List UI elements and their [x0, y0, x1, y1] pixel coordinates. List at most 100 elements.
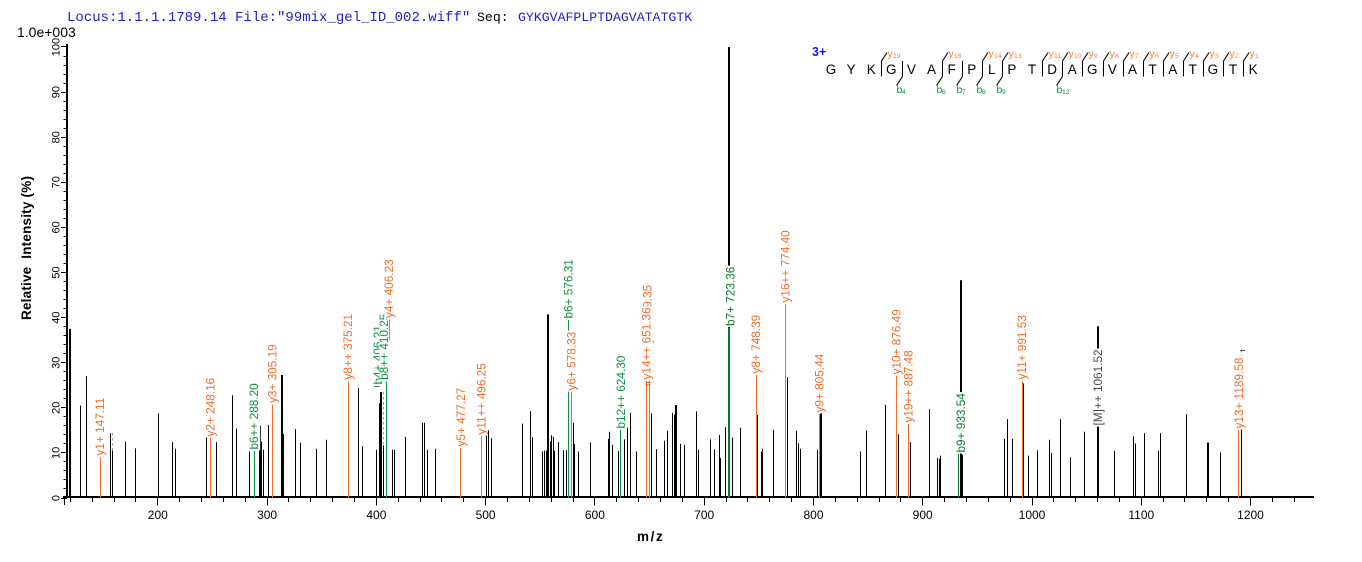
svg-text:6: 6 — [942, 89, 946, 96]
svg-text:100: 100 — [51, 38, 63, 56]
svg-text:[M]++ 1061.52: [M]++ 1061.52 — [1091, 349, 1105, 425]
svg-text:V: V — [907, 62, 916, 77]
svg-text:b: b — [957, 84, 963, 96]
svg-text:y: y — [1250, 48, 1256, 60]
svg-text:900: 900 — [913, 508, 933, 522]
svg-text:16: 16 — [954, 53, 962, 60]
svg-text:b7+ 723.36: b7+ 723.36 — [724, 266, 738, 326]
svg-text:1200: 1200 — [1237, 508, 1264, 522]
svg-text:y19++ 887.48: y19++ 887.48 — [901, 350, 915, 423]
svg-text:y6+ 578.33: y6+ 578.33 — [564, 331, 578, 390]
svg-text:9: 9 — [1002, 89, 1006, 96]
svg-text:7: 7 — [1135, 53, 1139, 60]
svg-text:14: 14 — [994, 53, 1002, 60]
svg-text:b: b — [1057, 84, 1063, 96]
svg-text:b: b — [997, 84, 1003, 96]
svg-text:19: 19 — [893, 53, 901, 60]
svg-text:10: 10 — [51, 447, 63, 459]
svg-text:y: y — [989, 48, 995, 60]
svg-text:G: G — [886, 62, 897, 77]
svg-text:y3+ 305.19: y3+ 305.19 — [266, 344, 280, 403]
svg-text:y10+ 876.49: y10+ 876.49 — [889, 309, 903, 374]
svg-text:A: A — [1128, 62, 1137, 77]
svg-text:y: y — [1130, 48, 1136, 60]
svg-text:D: D — [1047, 62, 1057, 77]
svg-text:y5+ 477.27: y5+ 477.27 — [454, 388, 468, 447]
svg-text:3+: 3+ — [812, 45, 826, 59]
svg-text:y: y — [1049, 48, 1055, 60]
svg-text:T: T — [1189, 62, 1197, 77]
svg-text:y: y — [949, 48, 955, 60]
svg-text:b12++ 624.30: b12++ 624.30 — [614, 355, 628, 428]
svg-text:Relative Intensity (%): Relative Intensity (%) — [19, 176, 34, 320]
svg-text:500: 500 — [476, 508, 496, 522]
svg-text:80: 80 — [51, 131, 63, 143]
svg-text:y8+ 748.39: y8+ 748.39 — [749, 315, 763, 374]
svg-text:y2+ 248.16: y2+ 248.16 — [203, 377, 217, 436]
svg-text:12: 12 — [1062, 89, 1070, 96]
svg-text:0: 0 — [51, 495, 63, 501]
svg-text:T: T — [1028, 62, 1036, 77]
svg-text:90: 90 — [51, 86, 63, 98]
svg-text:V: V — [1108, 62, 1117, 77]
svg-text:A: A — [927, 62, 936, 77]
svg-text:P: P — [1007, 62, 1016, 77]
svg-text:y14++ 651.36: y14++ 651.36 — [639, 307, 653, 380]
svg-text:G: G — [1087, 62, 1098, 77]
svg-text:8: 8 — [982, 89, 986, 96]
svg-text:y11++ 496.25: y11++ 496.25 — [475, 363, 489, 435]
svg-text:y: y — [1230, 48, 1236, 60]
svg-text:1.0e+003: 1.0e+003 — [17, 24, 76, 40]
svg-text:G: G — [826, 62, 837, 77]
svg-text:y: y — [1009, 48, 1015, 60]
svg-text:300: 300 — [257, 508, 277, 522]
svg-text:F: F — [947, 62, 955, 77]
svg-text:Seq:: Seq: — [477, 10, 509, 25]
svg-text:GYKGVAFPLPTDAGVATATGTK: GYKGVAFPLPTDAGVATATGTK — [518, 10, 692, 25]
svg-text:700: 700 — [694, 508, 714, 522]
svg-text:T: T — [1148, 62, 1156, 77]
svg-text:y: y — [1110, 48, 1116, 60]
svg-text:3: 3 — [1215, 53, 1219, 60]
svg-text:Y: Y — [847, 62, 856, 77]
svg-text:b6+ 576.31: b6+ 576.31 — [562, 259, 576, 318]
svg-text:8: 8 — [1115, 53, 1119, 60]
svg-text:6: 6 — [1155, 53, 1159, 60]
svg-text:y: y — [1089, 48, 1095, 60]
svg-text:60: 60 — [51, 221, 63, 233]
svg-text:200: 200 — [148, 508, 168, 522]
svg-text:b8++ 410.25: b8++ 410.25 — [377, 313, 391, 380]
svg-text:y1+ 147.11: y1+ 147.11 — [93, 398, 107, 456]
svg-text:b: b — [937, 84, 943, 96]
svg-text:L: L — [988, 62, 996, 77]
svg-text:m/z: m/z — [637, 529, 664, 544]
svg-text:70: 70 — [51, 176, 63, 188]
svg-text:400: 400 — [366, 508, 386, 522]
svg-text:y13+ 1189.58: y13+ 1189.58 — [1232, 357, 1246, 428]
svg-text:y: y — [1210, 48, 1216, 60]
svg-text:y4+ 406.23: y4+ 406.23 — [382, 259, 396, 318]
svg-text:K: K — [1249, 62, 1258, 77]
svg-text:y: y — [1170, 48, 1176, 60]
svg-text:9: 9 — [1094, 53, 1098, 60]
svg-text:30: 30 — [51, 357, 63, 369]
svg-text:40: 40 — [51, 311, 63, 323]
svg-text:10: 10 — [1074, 53, 1082, 60]
svg-text:y: y — [888, 48, 894, 60]
svg-text:T: T — [1229, 62, 1237, 77]
svg-text:11: 11 — [1054, 53, 1061, 60]
svg-text:7: 7 — [962, 89, 966, 96]
svg-text:b: b — [977, 84, 983, 96]
svg-text:800: 800 — [803, 508, 823, 522]
svg-text:y: y — [1190, 48, 1196, 60]
svg-text:b: b — [897, 84, 903, 96]
svg-text:P: P — [967, 62, 976, 77]
svg-text:A: A — [1168, 62, 1177, 77]
svg-text:1000: 1000 — [1019, 508, 1046, 522]
svg-text:b9+ 933.54: b9+ 933.54 — [954, 393, 968, 453]
svg-text:y: y — [1150, 48, 1156, 60]
svg-text:2: 2 — [1235, 53, 1239, 60]
svg-text:5: 5 — [1175, 53, 1179, 60]
svg-text:b6++ 288.20: b6++ 288.20 — [247, 383, 261, 450]
svg-text:600: 600 — [585, 508, 605, 522]
